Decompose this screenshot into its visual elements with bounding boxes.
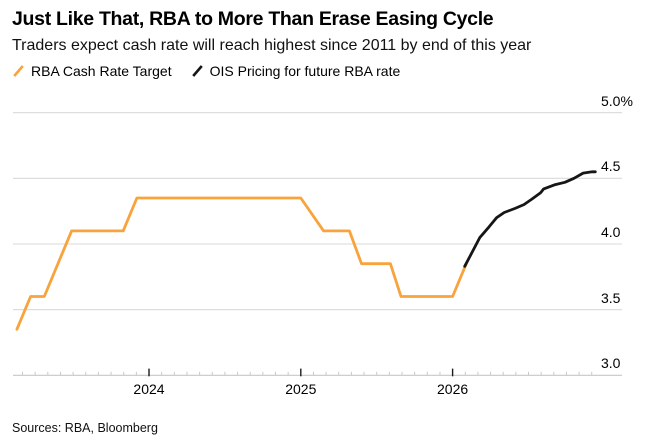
gridlines [13,112,622,376]
source-credit: Sources: RBA, Bloomberg [12,421,158,435]
page-subtitle: Traders expect cash rate will reach high… [12,37,532,54]
ois-pricing-for-future-rba-rate-line [463,170,597,268]
series-lines [15,170,597,331]
x-axis [22,368,593,377]
rba-cash-rate-target-line [15,196,468,331]
chart-legend: RBA Cash Rate Target OIS Pricing for fut… [12,63,400,79]
legend-item-ois-pricing: OIS Pricing for future RBA rate [191,63,401,79]
page-title: Just Like That, RBA to More Than Erase E… [12,8,494,30]
y-axis-label: 5.0% [601,92,633,109]
x-axis-label: 2026 [437,381,469,397]
line-swatch-icon [13,65,24,77]
y-axis-label: 3.5 [601,289,621,306]
line-swatch-icon [191,65,203,77]
legend-label: RBA Cash Rate Target [31,63,172,79]
y-axis-label: 4.0 [601,224,621,240]
x-axis-label: 2025 [285,381,317,397]
y-axis-label: 3.0 [601,355,621,372]
x-axis-label: 2024 [133,381,165,397]
legend-item-rba-cash-rate: RBA Cash Rate Target [12,63,172,79]
legend-label: OIS Pricing for future RBA rate [209,63,401,79]
y-axis-label: 4.5 [601,158,621,175]
